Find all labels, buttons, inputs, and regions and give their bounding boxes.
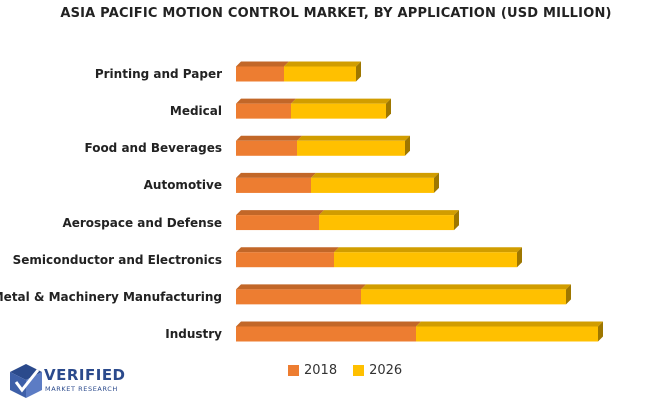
category-label: Metal & Machinery Manufacturing [0, 289, 222, 304]
bar-industry-2018 [236, 326, 416, 342]
bar-aerospace-and-defense-2026 [319, 215, 454, 231]
bar-top-metal-machinery-manufacturing-2018 [236, 284, 366, 290]
legend-swatch-2018 [288, 365, 299, 376]
bar-side-semiconductor-and-electronics-2026 [517, 247, 522, 268]
bar-top-semiconductor-and-electronics-2018 [236, 247, 339, 253]
category-label: Semiconductor and Electronics [12, 252, 222, 267]
bar-top-metal-machinery-manufacturing-2026 [361, 284, 571, 290]
chart-title: ASIA PACIFIC MOTION CONTROL MARKET, BY A… [60, 6, 612, 21]
bar-top-printing-and-paper-2018 [236, 61, 289, 67]
verified-market-research-logo: VERIFIED MARKET RESEARCH [8, 360, 128, 402]
bar-top-aerospace-and-defense-2018 [236, 210, 324, 216]
bar-side-medical-2026 [386, 98, 391, 119]
legend-item-2026: 2026 [353, 363, 402, 378]
bar-metal-machinery-manufacturing-2026 [361, 289, 566, 305]
bar-food-and-beverages-2026 [297, 140, 405, 156]
bar-medical-2026 [291, 103, 386, 119]
bar-top-industry-2018 [236, 321, 421, 327]
category-label: Automotive [143, 178, 222, 193]
bar-semiconductor-and-electronics-2018 [236, 252, 334, 268]
category-label: Printing and Paper [94, 67, 222, 81]
bar-top-food-and-beverages-2026 [297, 135, 410, 141]
bar-metal-machinery-manufacturing-2018 [236, 289, 361, 305]
bar-top-printing-and-paper-2026 [284, 61, 361, 67]
bar-top-industry-2026 [416, 321, 603, 327]
bar-side-aerospace-and-defense-2026 [454, 210, 459, 231]
legend-label-2018: 2018 [304, 363, 338, 378]
bar-top-medical-2026 [291, 98, 391, 104]
bar-automotive-2026 [311, 177, 434, 193]
logo-text: VERIFIED [44, 366, 126, 384]
bar-aerospace-and-defense-2018 [236, 215, 319, 231]
bar-semiconductor-and-electronics-2026 [334, 252, 517, 268]
category-label: Food and Beverages [84, 141, 222, 156]
legend: 2018 2026 [288, 363, 418, 378]
logo-icon [10, 364, 42, 398]
legend-swatch-2026 [353, 365, 365, 376]
legend-item-2018: 2018 [288, 363, 337, 378]
category-label: Aerospace and Defense [62, 215, 222, 230]
bar-side-printing-and-paper-2026 [356, 61, 361, 82]
bar-top-aerospace-and-defense-2026 [319, 210, 459, 216]
bar-top-automotive-2026 [311, 172, 439, 178]
bar-printing-and-paper-2026 [284, 66, 356, 82]
bar-side-industry-2026 [598, 321, 603, 342]
bar-automotive-2018 [236, 177, 311, 193]
bar-top-semiconductor-and-electronics-2026 [334, 247, 522, 253]
bar-top-automotive-2018 [236, 172, 316, 178]
category-label: Medical [169, 104, 222, 119]
bar-top-food-and-beverages-2018 [236, 135, 302, 141]
bar-industry-2026 [416, 326, 598, 342]
category-label: Industry [165, 327, 222, 341]
bar-top-medical-2018 [236, 98, 296, 104]
bar-food-and-beverages-2018 [236, 140, 297, 156]
legend-label-2026: 2026 [369, 363, 403, 378]
bar-side-automotive-2026 [434, 172, 439, 193]
bar-medical-2018 [236, 103, 291, 119]
logo-subtext: MARKET RESEARCH [45, 385, 118, 393]
bar-printing-and-paper-2018 [236, 66, 284, 82]
bar-side-metal-machinery-manufacturing-2026 [566, 284, 571, 305]
bar-side-food-and-beverages-2026 [405, 135, 410, 156]
